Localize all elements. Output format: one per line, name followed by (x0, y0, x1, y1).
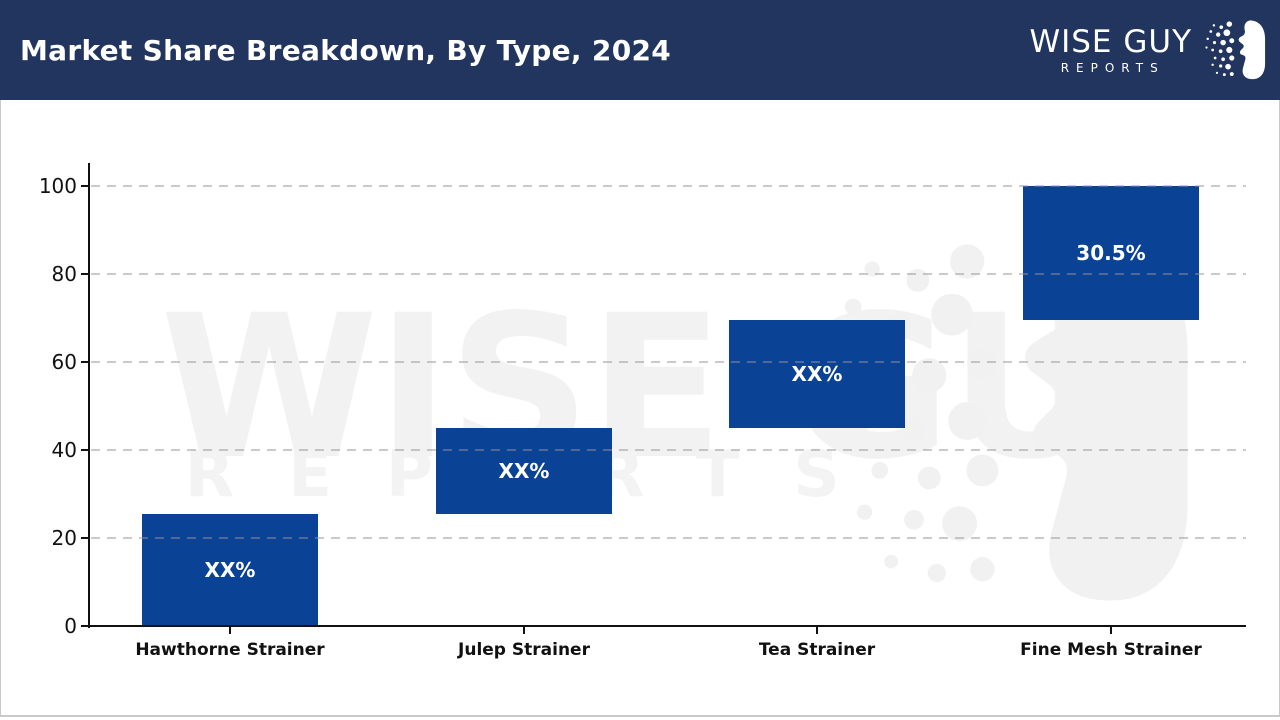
logo: WISE GUY REPORTS (1029, 9, 1270, 91)
x-axis-line (88, 625, 1246, 627)
y-tick-label-60: 60 (51, 350, 77, 374)
y-tick-20 (81, 537, 88, 539)
chart-canvas: XX% XX% XX% 30.5% 0 20 40 60 80 100 Hawthorne Stra… (0, 100, 1280, 720)
gridline-20 (91, 537, 1246, 539)
y-axis-line (88, 163, 90, 628)
x-tick-1 (523, 627, 525, 634)
x-axis-label-fine-mesh-strainer: Fine Mesh Strainer (1020, 640, 1202, 660)
bar-tea-strainer: XX% (729, 320, 905, 428)
bar-value-label: XX% (204, 557, 256, 582)
x-tick-0 (229, 627, 231, 634)
gridline-40 (91, 449, 1246, 451)
gridline-100 (91, 185, 1246, 187)
logo-wordmark-line2: REPORTS (1060, 60, 1165, 75)
y-tick-label-80: 80 (51, 262, 77, 286)
y-tick-label-40: 40 (51, 438, 77, 462)
logo-wordmark-line1: WISE GUY (1029, 24, 1192, 61)
x-axis-label-tea-strainer: Tea Strainer (758, 640, 876, 660)
y-tick-100 (81, 185, 88, 187)
bar-value-label: 30.5% (1076, 241, 1146, 266)
y-tick-label-100: 100 (38, 174, 77, 198)
x-axis-label-hawthorne-strainer: Hawthorne Strainer (135, 640, 325, 660)
bar-julep-strainer: XX% (436, 428, 612, 514)
bar-fine-mesh-strainer: 30.5% (1023, 186, 1199, 321)
gridline-60 (91, 361, 1246, 363)
logo-wordmark: WISE GUY REPORTS (1029, 25, 1192, 74)
y-tick-60 (81, 361, 88, 363)
y-tick-label-20: 20 (51, 526, 77, 550)
bar-hawthorne-strainer: XX% (142, 513, 318, 626)
y-tick-40 (81, 449, 88, 451)
x-axis-label-julep-strainer: Julep Strainer (458, 640, 590, 660)
y-tick-0 (81, 625, 88, 627)
x-tick-3 (1110, 627, 1112, 634)
bar-value-label: XX% (498, 458, 550, 483)
header: Market Share Breakdown, By Type, 2024 WI… (0, 0, 1280, 100)
y-tick-80 (81, 273, 88, 275)
page-title: Market Share Breakdown, By Type, 2024 (20, 33, 672, 67)
logo-face-icon (1205, 20, 1266, 80)
x-tick-2 (816, 627, 818, 634)
gridline-80 (91, 273, 1246, 275)
y-tick-label-0: 0 (64, 614, 77, 638)
bar-value-label: XX% (791, 362, 843, 387)
